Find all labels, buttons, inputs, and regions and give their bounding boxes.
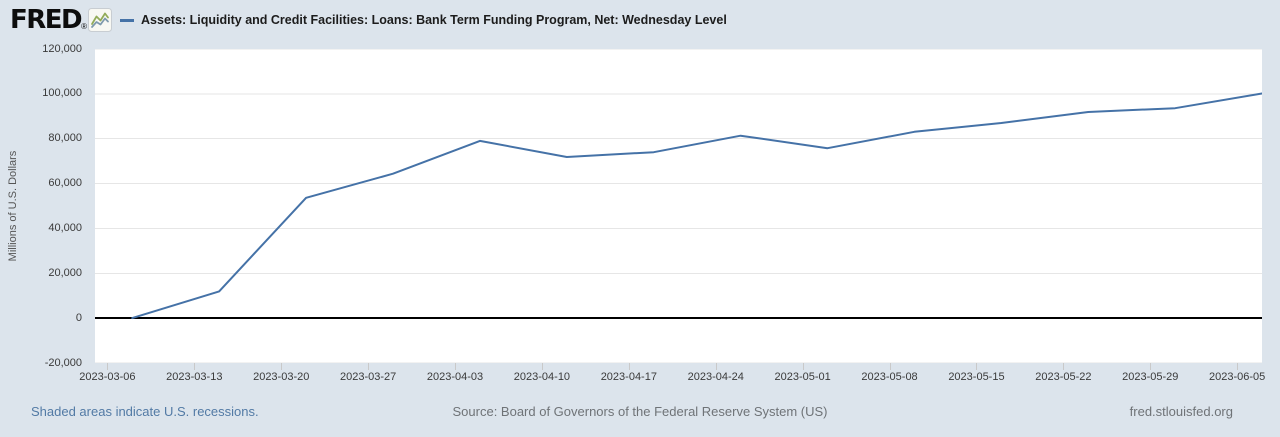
x-axis-tick-mark: [107, 363, 108, 370]
x-tick-label: 2023-04-24: [687, 371, 744, 383]
x-tick-label: 2023-06-05: [1209, 371, 1266, 383]
x-axis-tick-mark: [629, 363, 630, 370]
x-tick-label: 2023-04-03: [426, 371, 484, 383]
x-tick-label: 2023-04-17: [600, 371, 657, 383]
x-axis-tick-mark: [542, 363, 543, 370]
chart-legend: Assets: Liquidity and Credit Facilities:…: [120, 13, 727, 27]
y-tick-label: 20,000: [48, 266, 82, 279]
x-axis-tick-mark: [976, 363, 977, 370]
y-tick-label: 120,000: [42, 42, 82, 55]
x-tick-label: 2023-05-08: [861, 371, 918, 383]
x-tick-label: 2023-05-22: [1035, 371, 1092, 383]
y-tick-label: 60,000: [48, 177, 82, 190]
x-axis-tick-mark: [455, 363, 456, 370]
x-axis-tick-mark: [716, 363, 717, 370]
x-tick-label: 2023-05-29: [1122, 371, 1179, 383]
y-tick-label: 100,000: [42, 87, 82, 100]
x-tick-label: 2023-05-01: [774, 371, 831, 383]
plot-area[interactable]: [95, 49, 1262, 363]
y-tick-label: 80,000: [48, 132, 82, 145]
x-axis-tick-mark: [194, 363, 195, 370]
registered-trademark-mark: ®: [81, 22, 88, 31]
x-tick-label: 2023-03-20: [253, 371, 310, 383]
x-axis-tick-mark: [803, 363, 804, 370]
x-tick-label: 2023-03-27: [339, 371, 397, 383]
fred-logo-text: FRED: [10, 5, 83, 35]
chart-canvas: [95, 49, 1262, 363]
data-series-line: [131, 92, 1262, 320]
y-tick-label: -20,000: [44, 356, 82, 369]
fred-logo[interactable]: FRED ®: [10, 5, 113, 35]
x-axis-tick-mark: [1150, 363, 1151, 370]
x-axis-tick-mark: [1063, 363, 1064, 370]
line-chart-icon: [88, 8, 113, 32]
x-axis-tick-mark: [281, 363, 282, 370]
source-link[interactable]: Source: Board of Governors of the Federa…: [452, 404, 828, 419]
x-tick-label: 2023-05-15: [948, 371, 1005, 383]
graph-header: FRED ® Assets: Liquidity and Credit Faci…: [10, 4, 727, 36]
x-axis-tick-mark: [890, 363, 891, 370]
y-tick-label: 40,000: [48, 221, 82, 234]
x-axis-tick-mark: [368, 363, 369, 370]
legend-line-swatch: [120, 18, 135, 22]
x-tick-label: 2023-03-06: [79, 371, 136, 383]
x-tick-label: 2023-03-13: [166, 371, 223, 383]
recessions-note-link[interactable]: Shaded areas indicate U.S. recessions.: [31, 404, 259, 419]
x-tick-label: 2023-04-10: [513, 371, 571, 383]
y-tick-label: 0: [75, 311, 82, 324]
x-axis-tick-mark: [1237, 363, 1238, 370]
fred-site-link[interactable]: fred.stlouisfed.org: [1129, 404, 1233, 419]
y-axis-title: Millions of U.S. Dollars: [7, 150, 19, 262]
series-title: Assets: Liquidity and Credit Facilities:…: [141, 13, 727, 27]
